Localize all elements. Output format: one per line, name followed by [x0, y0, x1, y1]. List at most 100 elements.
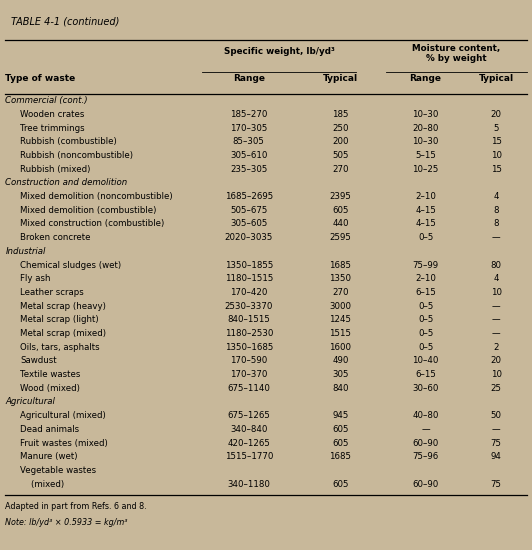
Text: 185–270: 185–270: [230, 110, 268, 119]
Text: 30–60: 30–60: [412, 384, 439, 393]
Text: 1350–1685: 1350–1685: [225, 343, 273, 352]
Text: 0–5: 0–5: [418, 315, 433, 324]
Text: 75: 75: [491, 438, 502, 448]
Text: 1180–2530: 1180–2530: [225, 329, 273, 338]
Text: 340–840: 340–840: [230, 425, 268, 434]
Text: 85–305: 85–305: [233, 138, 264, 146]
Text: 20: 20: [491, 356, 502, 365]
Text: 235–305: 235–305: [230, 164, 268, 174]
Text: 270: 270: [332, 288, 349, 297]
Text: 1245: 1245: [329, 315, 352, 324]
Text: 605: 605: [332, 206, 349, 215]
Text: 675–1265: 675–1265: [227, 411, 270, 420]
Text: Agricultural (mixed): Agricultural (mixed): [20, 411, 106, 420]
Text: Mixed demolition (noncombustible): Mixed demolition (noncombustible): [20, 192, 173, 201]
Text: 490: 490: [332, 356, 348, 365]
Text: —: —: [492, 425, 501, 434]
Text: 6–15: 6–15: [415, 288, 436, 297]
Text: 305–610: 305–610: [230, 151, 268, 160]
Text: 440: 440: [332, 219, 349, 228]
Text: 10: 10: [491, 370, 502, 379]
Text: 270: 270: [332, 164, 349, 174]
Text: 1685: 1685: [329, 452, 352, 461]
Text: 0–5: 0–5: [418, 233, 433, 242]
Text: Wood (mixed): Wood (mixed): [20, 384, 80, 393]
Text: Type of waste: Type of waste: [5, 74, 76, 82]
Text: Adapted in part from Refs. 6 and 8.: Adapted in part from Refs. 6 and 8.: [5, 502, 147, 510]
Text: 40–80: 40–80: [412, 411, 439, 420]
Text: Rubbish (combustible): Rubbish (combustible): [20, 138, 117, 146]
Text: 945: 945: [332, 411, 348, 420]
Text: Moisture content,
% by weight: Moisture content, % by weight: [412, 44, 500, 63]
Text: Rubbish (mixed): Rubbish (mixed): [20, 164, 90, 174]
Text: 1350–1855: 1350–1855: [225, 261, 273, 270]
Text: Broken concrete: Broken concrete: [20, 233, 91, 242]
Text: 675–1140: 675–1140: [227, 384, 270, 393]
Text: 0–5: 0–5: [418, 301, 433, 311]
Text: Range: Range: [410, 74, 442, 82]
Text: Mixed demolition (combustible): Mixed demolition (combustible): [20, 206, 156, 215]
Text: (mixed): (mixed): [20, 480, 64, 488]
Text: Oils, tars, asphalts: Oils, tars, asphalts: [20, 343, 100, 352]
Text: 4–15: 4–15: [415, 206, 436, 215]
Text: Typical: Typical: [323, 74, 358, 82]
Text: Dead animals: Dead animals: [20, 425, 79, 434]
Text: Range: Range: [232, 74, 265, 82]
Text: —: —: [492, 233, 501, 242]
Text: —: —: [492, 301, 501, 311]
Text: 60–90: 60–90: [412, 480, 439, 488]
Text: 2395: 2395: [329, 192, 352, 201]
Text: 250: 250: [332, 124, 349, 133]
Text: 10–25: 10–25: [412, 164, 439, 174]
Text: 2530–3370: 2530–3370: [225, 301, 273, 311]
Text: —: —: [492, 315, 501, 324]
Text: Note: lb/yd³ × 0.5933 = kg/m³: Note: lb/yd³ × 0.5933 = kg/m³: [5, 518, 128, 527]
Text: Chemical sludges (wet): Chemical sludges (wet): [20, 261, 121, 270]
Text: Metal scrap (mixed): Metal scrap (mixed): [20, 329, 106, 338]
Text: 4: 4: [493, 192, 499, 201]
Text: Metal scrap (heavy): Metal scrap (heavy): [20, 301, 106, 311]
Text: Vegetable wastes: Vegetable wastes: [20, 466, 96, 475]
Text: 0–5: 0–5: [418, 329, 433, 338]
Text: 25: 25: [491, 384, 502, 393]
Text: Leather scraps: Leather scraps: [20, 288, 84, 297]
Text: 3000: 3000: [329, 301, 352, 311]
Text: 6–15: 6–15: [415, 370, 436, 379]
Text: 20: 20: [491, 110, 502, 119]
Text: 170–305: 170–305: [230, 124, 268, 133]
Text: 75–99: 75–99: [412, 261, 439, 270]
Text: 605: 605: [332, 425, 349, 434]
Text: Industrial: Industrial: [5, 247, 46, 256]
Text: Commercial (cont.): Commercial (cont.): [5, 96, 88, 105]
Text: 80: 80: [491, 261, 502, 270]
Text: Wooden crates: Wooden crates: [20, 110, 85, 119]
Text: —: —: [421, 425, 430, 434]
Text: Fly ash: Fly ash: [20, 274, 51, 283]
Text: 10–30: 10–30: [412, 110, 439, 119]
Text: 200: 200: [332, 138, 349, 146]
Text: 8: 8: [493, 219, 499, 228]
Text: 2–10: 2–10: [415, 192, 436, 201]
Text: Metal scrap (light): Metal scrap (light): [20, 315, 99, 324]
Text: 605: 605: [332, 480, 349, 488]
Text: TABLE 4-1 (continued): TABLE 4-1 (continued): [11, 16, 119, 26]
Text: 8: 8: [493, 206, 499, 215]
Text: 0–5: 0–5: [418, 343, 433, 352]
Text: 4: 4: [493, 274, 499, 283]
Text: 20–80: 20–80: [412, 124, 439, 133]
Text: 2020–3035: 2020–3035: [225, 233, 273, 242]
Text: 340–1180: 340–1180: [227, 480, 270, 488]
Text: 75–96: 75–96: [412, 452, 439, 461]
Text: 10: 10: [491, 288, 502, 297]
Text: 505: 505: [332, 151, 349, 160]
Text: 15: 15: [491, 138, 502, 146]
Text: 840: 840: [332, 384, 349, 393]
Text: Agricultural: Agricultural: [5, 398, 55, 406]
Text: Rubbish (noncombustible): Rubbish (noncombustible): [20, 151, 133, 160]
Text: 185: 185: [332, 110, 349, 119]
Text: 5–15: 5–15: [415, 151, 436, 160]
Text: Construction and demolition: Construction and demolition: [5, 178, 128, 188]
Text: 4–15: 4–15: [415, 219, 436, 228]
Text: 1515–1770: 1515–1770: [225, 452, 273, 461]
Text: Typical: Typical: [478, 74, 514, 82]
